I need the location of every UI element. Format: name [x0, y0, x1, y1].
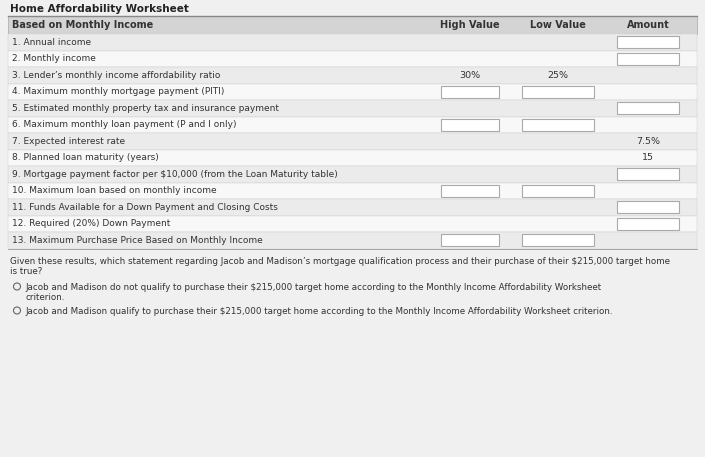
Text: Home Affordability Worksheet: Home Affordability Worksheet	[10, 5, 189, 15]
Text: 30%: 30%	[460, 71, 481, 80]
Text: 6. Maximum monthly loan payment (P and I only): 6. Maximum monthly loan payment (P and I…	[12, 120, 236, 129]
Text: 2. Monthly income: 2. Monthly income	[12, 54, 96, 63]
Text: 3. Lender’s monthly income affordability ratio: 3. Lender’s monthly income affordability…	[12, 71, 221, 80]
Text: 11. Funds Available for a Down Payment and Closing Costs: 11. Funds Available for a Down Payment a…	[12, 203, 278, 212]
FancyBboxPatch shape	[617, 168, 679, 180]
Text: High Value: High Value	[440, 20, 500, 30]
FancyBboxPatch shape	[8, 199, 697, 216]
Text: 7.5%: 7.5%	[636, 137, 660, 146]
Text: 15: 15	[642, 153, 654, 162]
Text: 25%: 25%	[548, 71, 568, 80]
FancyBboxPatch shape	[441, 119, 499, 131]
FancyBboxPatch shape	[8, 117, 697, 133]
Text: Based on Monthly Income: Based on Monthly Income	[12, 20, 153, 30]
FancyBboxPatch shape	[8, 67, 697, 84]
Text: Jacob and Madison do not qualify to purchase their $215,000 target home accordin: Jacob and Madison do not qualify to purc…	[25, 282, 601, 292]
Text: 5. Estimated monthly property tax and insurance payment: 5. Estimated monthly property tax and in…	[12, 104, 279, 113]
FancyBboxPatch shape	[8, 16, 697, 34]
FancyBboxPatch shape	[441, 185, 499, 197]
FancyBboxPatch shape	[8, 84, 697, 100]
Text: Low Value: Low Value	[530, 20, 586, 30]
Text: 10. Maximum loan based on monthly income: 10. Maximum loan based on monthly income	[12, 186, 216, 195]
FancyBboxPatch shape	[617, 36, 679, 48]
Text: Jacob and Madison qualify to purchase their $215,000 target home according to th: Jacob and Madison qualify to purchase th…	[25, 307, 613, 315]
FancyBboxPatch shape	[522, 119, 594, 131]
FancyBboxPatch shape	[441, 86, 499, 98]
FancyBboxPatch shape	[617, 102, 679, 114]
Text: Amount: Amount	[627, 20, 669, 30]
Text: is true?: is true?	[10, 266, 42, 276]
Text: 9. Mortgage payment factor per $10,000 (from the Loan Maturity table): 9. Mortgage payment factor per $10,000 (…	[12, 170, 338, 179]
Text: criterion.: criterion.	[25, 292, 64, 302]
FancyBboxPatch shape	[617, 201, 679, 213]
Text: 8. Planned loan maturity (years): 8. Planned loan maturity (years)	[12, 153, 159, 162]
Text: 4. Maximum monthly mortgage payment (PITI): 4. Maximum monthly mortgage payment (PIT…	[12, 87, 224, 96]
FancyBboxPatch shape	[8, 166, 697, 182]
Text: 12. Required (20%) Down Payment: 12. Required (20%) Down Payment	[12, 219, 171, 228]
FancyBboxPatch shape	[8, 51, 697, 67]
FancyBboxPatch shape	[8, 34, 697, 51]
Text: 7. Expected interest rate: 7. Expected interest rate	[12, 137, 125, 146]
FancyBboxPatch shape	[617, 53, 679, 65]
FancyBboxPatch shape	[8, 100, 697, 117]
FancyBboxPatch shape	[8, 3, 697, 16]
FancyBboxPatch shape	[8, 182, 697, 199]
FancyBboxPatch shape	[8, 133, 697, 149]
Text: 13. Maximum Purchase Price Based on Monthly Income: 13. Maximum Purchase Price Based on Mont…	[12, 236, 263, 245]
FancyBboxPatch shape	[522, 234, 594, 246]
FancyBboxPatch shape	[617, 218, 679, 230]
FancyBboxPatch shape	[441, 234, 499, 246]
FancyBboxPatch shape	[522, 86, 594, 98]
FancyBboxPatch shape	[522, 185, 594, 197]
FancyBboxPatch shape	[8, 216, 697, 232]
Text: Given these results, which statement regarding Jacob and Madison’s mortgage qual: Given these results, which statement reg…	[10, 256, 670, 266]
FancyBboxPatch shape	[8, 149, 697, 166]
Text: 1. Annual income: 1. Annual income	[12, 38, 91, 47]
FancyBboxPatch shape	[8, 232, 697, 249]
